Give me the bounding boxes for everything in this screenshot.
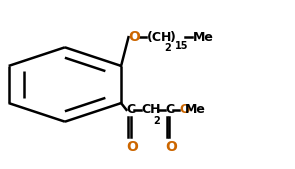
Text: 2: 2 xyxy=(164,43,171,53)
Text: ): ) xyxy=(170,31,176,44)
Text: C: C xyxy=(165,103,174,116)
Text: O: O xyxy=(180,103,190,116)
Text: Me: Me xyxy=(185,103,206,116)
Text: O: O xyxy=(166,140,178,154)
Text: Me: Me xyxy=(193,31,213,44)
Text: CH: CH xyxy=(141,103,161,116)
Text: O: O xyxy=(129,30,140,44)
Text: C: C xyxy=(127,103,135,116)
Text: 15: 15 xyxy=(175,41,188,52)
Text: 2: 2 xyxy=(153,116,160,126)
Text: (CH: (CH xyxy=(147,31,172,44)
Text: O: O xyxy=(127,140,139,154)
